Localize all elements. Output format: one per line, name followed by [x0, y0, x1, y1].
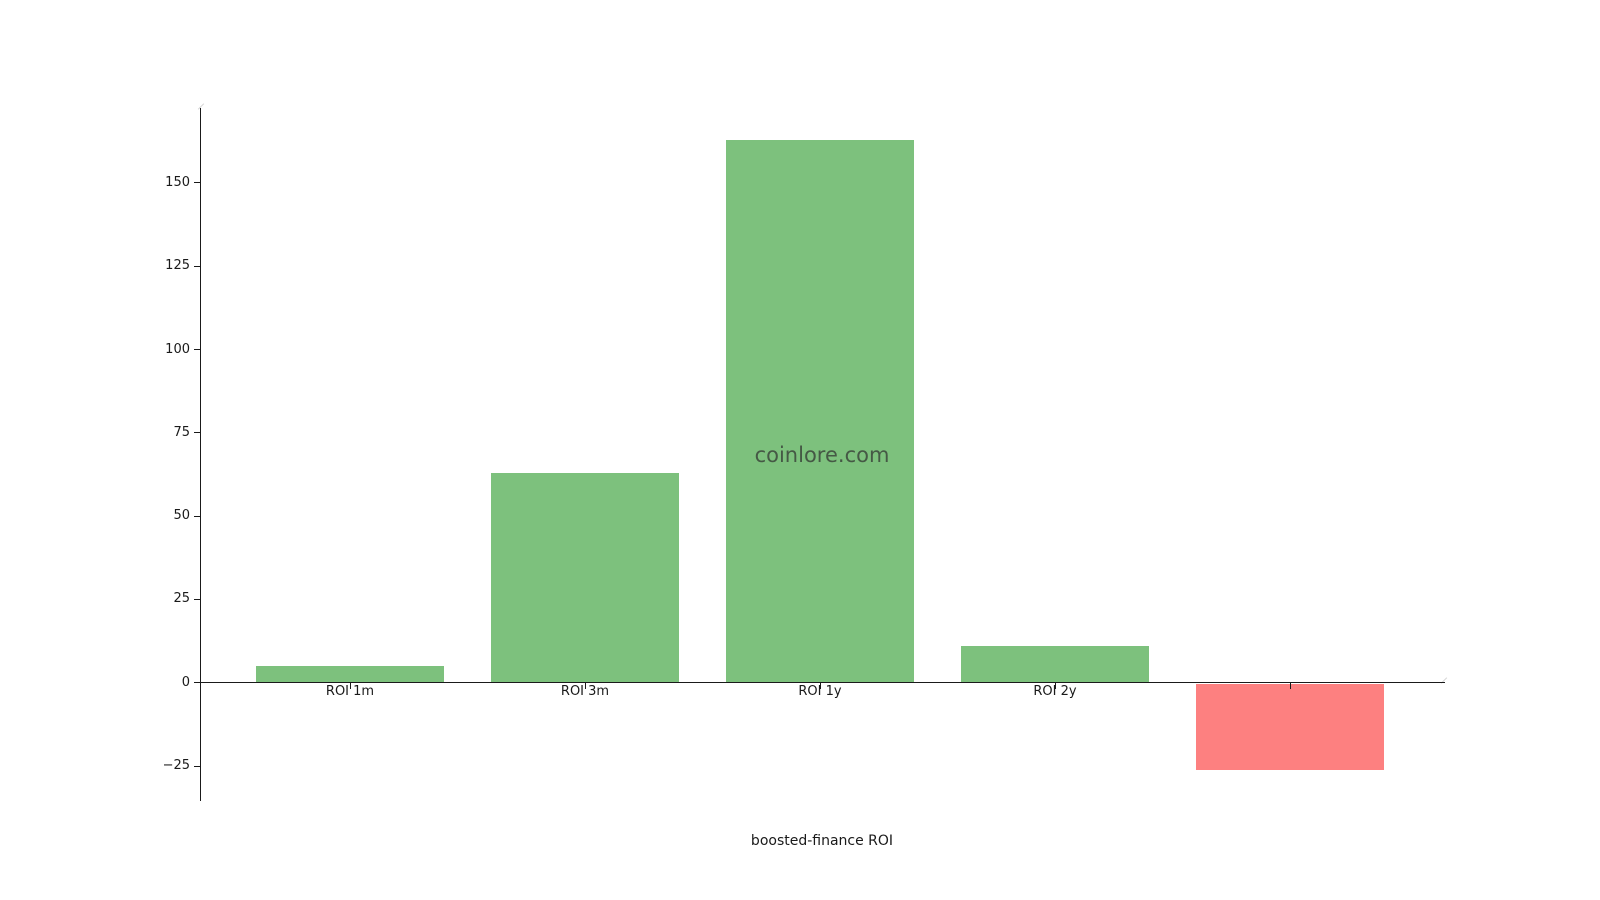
x-axis-line	[200, 682, 1445, 683]
x-tick-label-roi-3m: ROI 3m	[560, 684, 610, 699]
x-tick-label-roi-1m: ROI 1m	[325, 684, 375, 699]
y-tick-label-75: 75	[173, 424, 190, 440]
y-tick-mark-75	[194, 432, 200, 434]
bar-roi-2y	[961, 646, 1149, 683]
y-tick-mark-25	[194, 598, 200, 600]
bar-roi-1y	[726, 139, 914, 683]
x-tick-label-roi-2y: ROI 2y	[1033, 684, 1077, 699]
y-tick-mark-125	[194, 265, 200, 267]
y-tick-mark-150	[194, 182, 200, 184]
y-tick-mark-50	[194, 515, 200, 517]
y-tick-mark-0	[194, 682, 200, 684]
y-tick-label-125: 125	[165, 258, 190, 274]
y-tick-label-25: 25	[173, 591, 190, 607]
y-tick-mark-100	[194, 349, 200, 351]
y-tick-label-150: 150	[165, 174, 190, 190]
x-tick-label-roi-1y: ROI 1y	[798, 684, 842, 699]
x-tick-mark-roi-2y	[1055, 683, 1056, 689]
y-tick-mark-−25	[194, 765, 200, 767]
chart-title: boosted-finance ROI	[750, 833, 894, 849]
y-tick-label-0: 0	[181, 674, 190, 690]
x-tick-mark-roi-1y	[820, 683, 821, 689]
x-tick-mark-5	[1290, 683, 1291, 689]
x-tick-mark-roi-3m	[585, 683, 586, 689]
y-tick-label-100: 100	[165, 341, 190, 357]
y-axis-line	[200, 108, 201, 801]
watermark-text: coinlore.com	[754, 443, 890, 467]
x-tick-mark-roi-1m	[350, 683, 351, 689]
y-tick-label-−25: −25	[162, 758, 190, 774]
bar-roi-1m	[256, 666, 444, 683]
bar-roi-3m	[491, 472, 679, 683]
y-axis-end-mark	[197, 103, 205, 110]
bar-5	[1196, 683, 1384, 771]
y-tick-label-50: 50	[173, 508, 190, 524]
